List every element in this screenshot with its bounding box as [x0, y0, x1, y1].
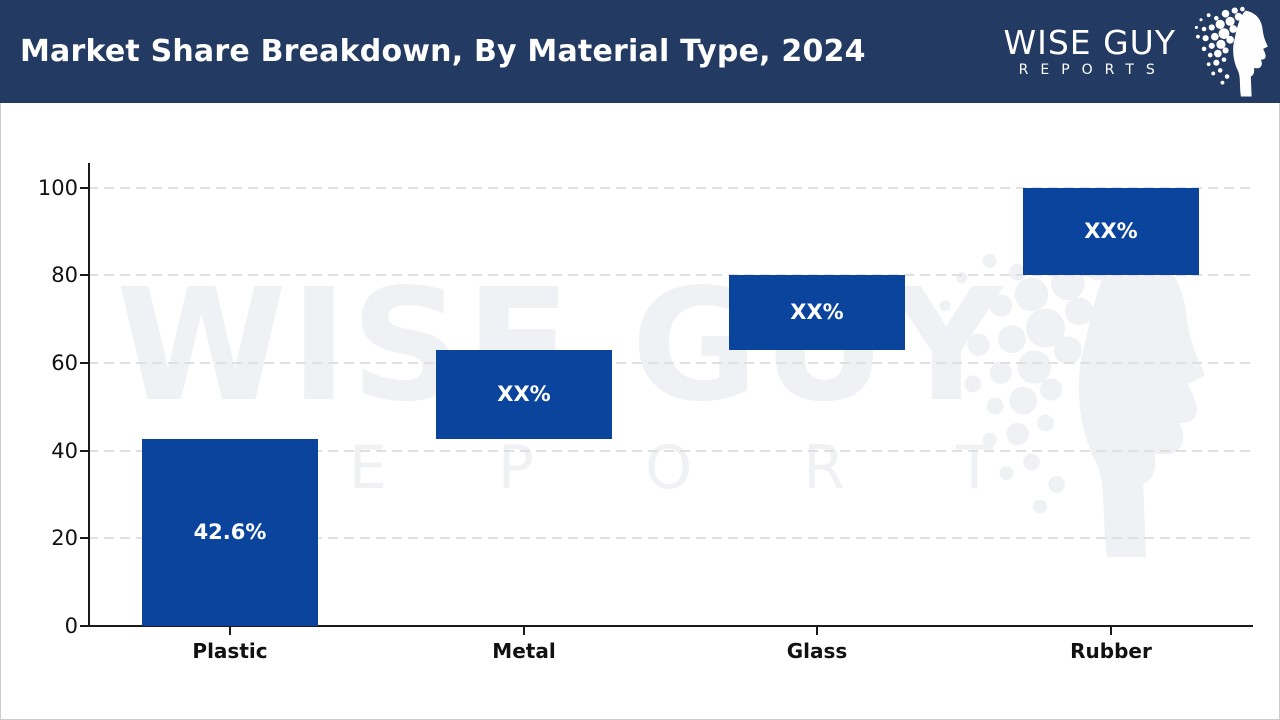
watermark-subtitle: R E P O R T S [196, 433, 1188, 503]
logo-wordmark: WISE GUY [1003, 23, 1176, 62]
y-tick-label-80: 80 [51, 263, 78, 288]
x-tick-metal [523, 627, 525, 635]
y-tick-label-40: 40 [51, 438, 78, 463]
y-tick-40 [80, 449, 88, 452]
y-axis [88, 163, 90, 627]
bar-value-label-rubber: XX% [1084, 218, 1138, 243]
y-tick-label-0: 0 [64, 614, 78, 638]
wise-guy-reports-logo: WISE GUY REPORTS [1003, 4, 1270, 100]
y-tick-label-60: 60 [51, 350, 78, 375]
bar-value-label-plastic: 42.6% [193, 520, 267, 545]
y-tick-80 [80, 274, 88, 277]
gridline-60 [88, 361, 1253, 364]
gridline-100 [88, 186, 1253, 189]
bar-plastic: 42.6% [142, 439, 318, 626]
y-tick-0 [80, 625, 88, 627]
page-title: Market Share Breakdown, By Material Type… [20, 34, 866, 69]
category-label-metal: Metal [492, 639, 556, 663]
bar-rubber: XX% [1023, 187, 1199, 276]
bar-value-label-glass: XX% [790, 299, 844, 324]
x-tick-glass [816, 627, 818, 635]
x-axis [88, 625, 1253, 627]
x-tick-rubber [1110, 627, 1112, 635]
gridline-40 [88, 449, 1253, 452]
wiseguy-head-icon [1178, 4, 1270, 100]
category-label-plastic: Plastic [192, 639, 268, 663]
logo-subtitle: REPORTS [1018, 62, 1167, 78]
y-tick-label-20: 20 [51, 526, 78, 551]
y-tick-label-100: 100 [37, 175, 78, 200]
header-bar: Market Share Breakdown, By Material Type… [0, 0, 1280, 103]
y-tick-100 [80, 186, 88, 189]
y-tick-20 [80, 537, 88, 540]
bar-value-label-metal: XX% [497, 381, 551, 406]
bar-glass: XX% [729, 275, 905, 350]
logo-text: WISE GUY REPORTS [1003, 26, 1176, 77]
y-tick-60 [80, 361, 88, 364]
category-label-rubber: Rubber [1070, 639, 1152, 663]
gridline-80 [88, 274, 1253, 277]
bar-metal: XX% [436, 349, 612, 440]
gridline-20 [88, 537, 1253, 540]
category-label-glass: Glass [786, 639, 848, 663]
x-tick-plastic [229, 627, 231, 635]
